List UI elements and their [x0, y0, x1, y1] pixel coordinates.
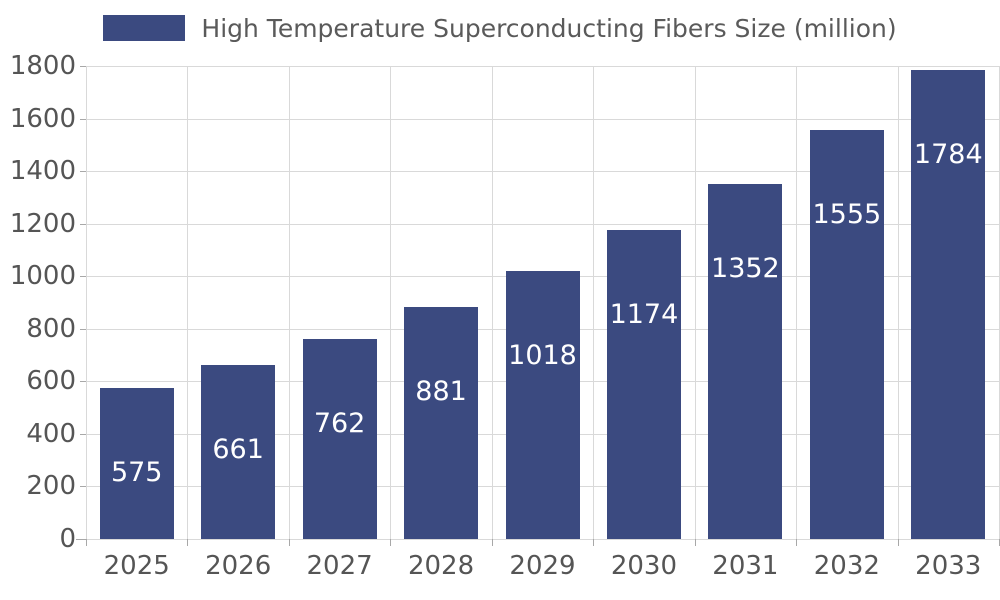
y-axis-tick-label: 400 — [26, 418, 76, 449]
bar-value-label: 1018 — [508, 340, 577, 372]
bar-2031[interactable] — [708, 183, 783, 539]
bar-2026[interactable] — [201, 365, 276, 539]
x-axis-tick-mark — [289, 539, 290, 546]
x-axis-tick-label-2029: 2029 — [509, 551, 576, 581]
x-axis-tick-mark — [695, 539, 696, 546]
gridline-vertical — [289, 66, 290, 539]
x-axis-tick-mark — [593, 539, 594, 546]
x-axis-tick-label-2026: 2026 — [205, 551, 272, 581]
bar-2030[interactable] — [606, 230, 681, 539]
y-axis-tick-label: 1600 — [9, 103, 76, 134]
y-axis-tick-mark — [80, 171, 86, 173]
y-axis-tick-label: 600 — [26, 366, 76, 397]
x-axis-tick-mark — [390, 539, 391, 546]
x-axis: 2025 2026 2027 2028 2029 2030 2031 2032 2033 — [86, 539, 1000, 599]
gridline-vertical — [898, 66, 899, 539]
gridline-vertical — [593, 66, 594, 539]
bar-2032[interactable] — [809, 130, 884, 539]
y-axis-tick-label: 800 — [26, 313, 76, 344]
bar-value-label: 661 — [212, 434, 264, 466]
y-axis-tick-label: 1000 — [9, 261, 76, 292]
bar-2027[interactable] — [302, 338, 377, 539]
gridline-vertical — [86, 66, 87, 539]
x-axis-tick-label-2025: 2025 — [103, 551, 170, 581]
bar-2033[interactable] — [911, 70, 986, 539]
y-axis-tick-mark — [80, 381, 86, 383]
gridline-horizontal — [86, 539, 999, 540]
gridline-horizontal — [86, 171, 999, 173]
x-axis-tick-mark — [187, 539, 188, 546]
y-axis-tick-label: 1200 — [9, 208, 76, 239]
y-axis-tick-label: 1800 — [9, 51, 76, 81]
y-axis-tick-label: 200 — [26, 471, 76, 502]
gridline-vertical — [187, 66, 188, 539]
chart-legend: High Temperature Superconducting Fibers … — [0, 8, 1000, 48]
gridline-vertical — [390, 66, 391, 539]
y-axis: 0 200 400 600 800 1000 1200 1400 1600 1800 — [0, 53, 76, 552]
x-axis-tick-label-2033: 2033 — [915, 551, 982, 581]
bar-2028[interactable] — [404, 307, 479, 539]
bar-value-label: 762 — [313, 407, 366, 439]
bar-value-label: 1555 — [812, 199, 882, 231]
gridline-horizontal — [86, 66, 999, 67]
x-axis-tick-mark — [492, 539, 493, 546]
gridline-vertical — [492, 66, 493, 539]
bar-value-label: 881 — [415, 376, 467, 408]
x-axis-tick-label-2030: 2030 — [610, 551, 678, 581]
x-axis-tick-mark — [796, 539, 797, 546]
bar-value-label: 1352 — [711, 252, 780, 284]
bar-value-label: 575 — [110, 456, 163, 488]
x-axis-tick-mark — [898, 539, 899, 546]
x-axis-tick-label-2032: 2032 — [813, 551, 880, 581]
x-axis-tick-label-2027: 2027 — [306, 551, 373, 581]
y-axis-tick-mark — [80, 433, 86, 435]
y-axis-tick-mark — [80, 486, 86, 488]
gridline-vertical — [695, 66, 696, 539]
bar-2029[interactable] — [505, 271, 580, 539]
y-axis-tick-mark — [80, 66, 86, 67]
legend-label: High Temperature Superconducting Fibers … — [201, 13, 897, 43]
bar-value-label: 1784 — [913, 139, 983, 171]
gridline-vertical — [796, 66, 797, 539]
plot-area: 575 661 762 881 1018 1174 1352 1555 1784 — [76, 66, 1000, 540]
bar-2025[interactable] — [99, 387, 174, 539]
y-axis-tick-mark — [80, 118, 86, 120]
y-axis-tick-label: 0 — [59, 524, 76, 554]
y-axis-tick-mark — [80, 328, 86, 330]
legend-color-swatch — [103, 15, 186, 41]
y-axis-tick-marks — [0, 66, 90, 540]
gridline-horizontal — [86, 223, 999, 225]
y-axis-tick-mark — [80, 276, 86, 278]
bar-value-label: 1174 — [609, 299, 679, 331]
y-axis-tick-mark — [80, 223, 86, 225]
x-axis-tick-label-2028: 2028 — [407, 551, 475, 581]
y-axis-tick-label: 1400 — [9, 156, 76, 187]
x-axis-tick-label-2031: 2031 — [712, 551, 779, 581]
gridline-horizontal — [86, 118, 999, 120]
x-axis-tick-mark — [86, 539, 87, 546]
